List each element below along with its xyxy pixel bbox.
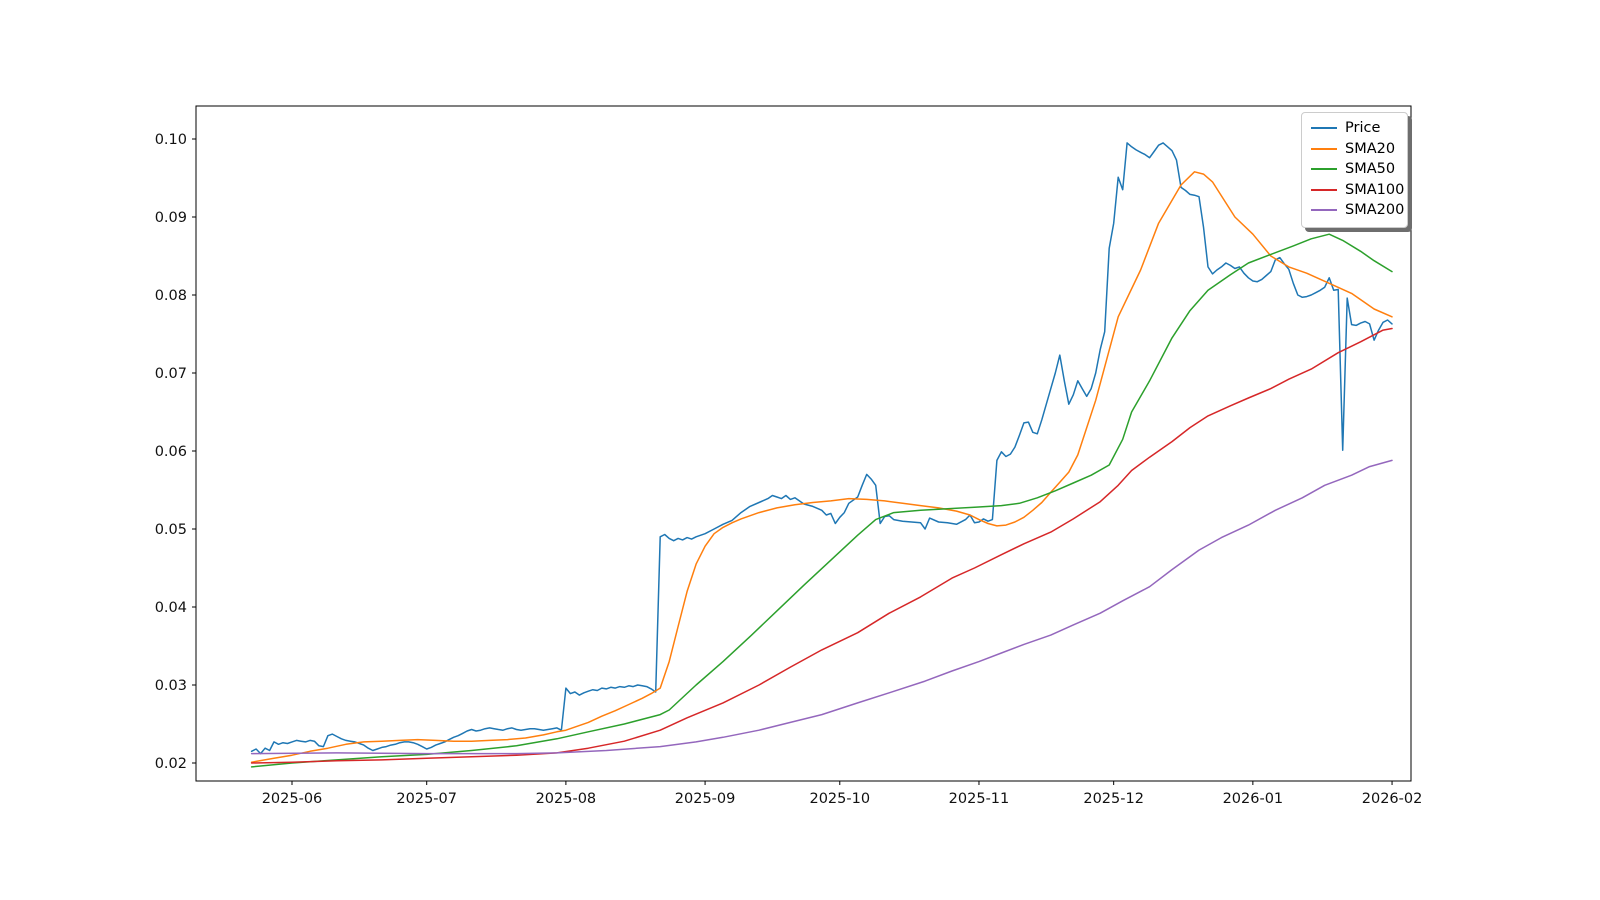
y-tick-label: 0.07 — [155, 366, 187, 382]
legend-line-sample — [1311, 127, 1337, 130]
legend-line-sample — [1311, 168, 1337, 171]
legend-entry-sma20: SMA20 — [1311, 139, 1399, 160]
legend-entry-sma100: SMA100 — [1311, 180, 1404, 201]
legend-entry-sma50: SMA50 — [1311, 159, 1399, 180]
legend-line-sample — [1311, 209, 1337, 212]
y-tick-label: 0.04 — [155, 600, 187, 616]
legend-label: SMA100 — [1345, 181, 1405, 198]
x-tick-label: 2025-10 — [809, 791, 870, 807]
y-tick-label: 0.05 — [155, 522, 187, 538]
series-line-sma50 — [250, 233, 1393, 768]
x-tick-label: 2026-02 — [1362, 791, 1423, 807]
series-line-price — [250, 142, 1393, 755]
series-line-sma20 — [250, 171, 1393, 763]
x-tick-label: 2025-09 — [675, 791, 736, 807]
legend-label: Price — [1345, 120, 1381, 136]
y-tick-label: 0.03 — [155, 678, 187, 694]
legend-label: SMA20 — [1345, 140, 1396, 157]
legend-label: SMA50 — [1345, 161, 1396, 177]
y-tick-label: 0.10 — [155, 132, 187, 148]
legend-entry-sma200: SMA200 — [1311, 200, 1404, 221]
x-tick-label: 2025-08 — [536, 791, 597, 807]
legend-label: SMA200 — [1345, 202, 1405, 218]
legend: Price SMA20 SMA50 SMA100 SMA200 — [1301, 112, 1408, 228]
plot-frame — [195, 105, 1412, 782]
x-tick-label: 2025-11 — [949, 791, 1010, 807]
x-tick-label: 2026-01 — [1223, 791, 1284, 807]
series-line-sma200 — [250, 459, 1393, 755]
legend-line-sample — [1311, 188, 1337, 191]
y-tick-label: 0.09 — [155, 210, 187, 226]
x-tick-label: 2025-07 — [396, 791, 457, 807]
legend-entry-price: Price — [1311, 118, 1399, 139]
legend-line-sample — [1311, 147, 1337, 150]
x-tick-label: 2025-12 — [1083, 791, 1144, 807]
series-lines — [250, 142, 1393, 768]
axes: 2025-06 2025-07 2025-08 2025-09 2025-10 2025-… — [155, 105, 1423, 807]
y-tick-label: 0.02 — [155, 756, 187, 772]
y-tick-label: 0.06 — [155, 444, 187, 460]
series-line-sma100 — [250, 327, 1393, 764]
x-tick-label: 2025-06 — [262, 791, 323, 807]
y-tick-label: 0.08 — [155, 288, 187, 304]
